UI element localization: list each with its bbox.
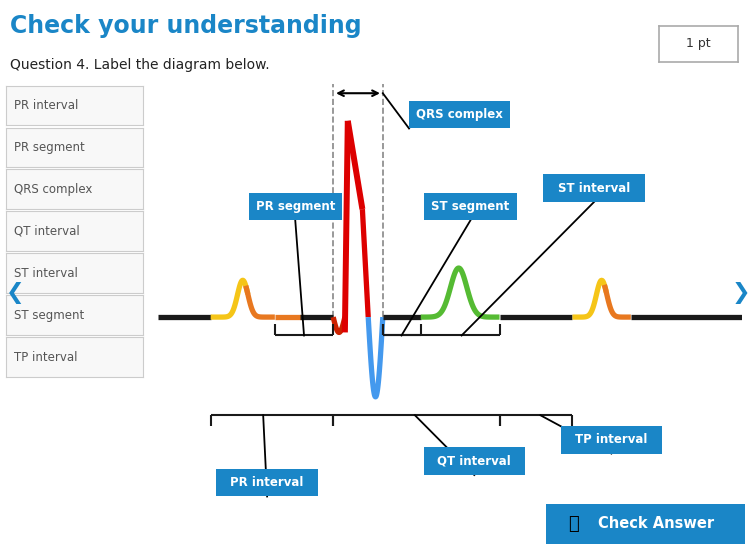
Text: 1 pt: 1 pt [686, 38, 711, 50]
Text: TP interval: TP interval [14, 351, 78, 364]
Text: ST segment: ST segment [431, 200, 510, 213]
Text: Check your understanding: Check your understanding [10, 14, 361, 38]
FancyBboxPatch shape [544, 174, 645, 202]
Text: QT interval: QT interval [14, 225, 80, 238]
FancyBboxPatch shape [409, 101, 511, 129]
Text: ❮: ❮ [6, 282, 25, 304]
Text: PR interval: PR interval [230, 476, 303, 489]
Text: ❯: ❯ [732, 282, 751, 304]
Text: PR segment: PR segment [14, 141, 85, 154]
FancyBboxPatch shape [424, 448, 525, 475]
Text: ST interval: ST interval [558, 182, 630, 195]
Text: Question 4. Label the diagram below.: Question 4. Label the diagram below. [10, 58, 270, 72]
FancyBboxPatch shape [534, 502, 753, 546]
Text: QRS complex: QRS complex [14, 183, 93, 196]
FancyBboxPatch shape [561, 426, 662, 454]
FancyBboxPatch shape [217, 469, 318, 496]
Text: QRS complex: QRS complex [416, 108, 503, 121]
Text: 👍: 👍 [569, 515, 579, 533]
Text: QT interval: QT interval [437, 455, 511, 468]
Text: PR segment: PR segment [255, 200, 335, 213]
Text: ST segment: ST segment [14, 309, 84, 322]
FancyBboxPatch shape [248, 193, 342, 220]
Text: Check Answer: Check Answer [598, 516, 714, 532]
Text: PR interval: PR interval [14, 99, 78, 112]
Text: TP interval: TP interval [575, 433, 648, 446]
FancyBboxPatch shape [424, 193, 517, 220]
Text: ST interval: ST interval [14, 267, 78, 280]
